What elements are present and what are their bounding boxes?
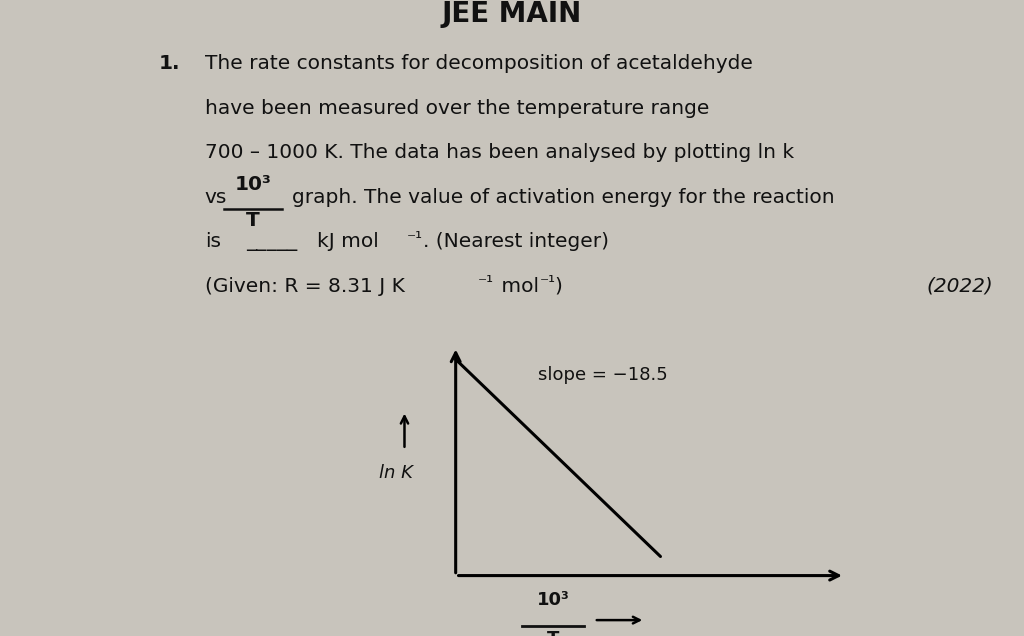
Text: ⁻¹: ⁻¹ (407, 230, 423, 247)
Text: 10³: 10³ (537, 591, 569, 609)
Text: ln K: ln K (379, 464, 413, 481)
Text: 700 – 1000 K. The data has been analysed by plotting ln k: 700 – 1000 K. The data has been analysed… (205, 143, 794, 162)
Text: 1.: 1. (159, 54, 180, 73)
Text: 10³: 10³ (234, 175, 271, 194)
Text: mol: mol (495, 277, 539, 296)
Text: ): ) (554, 277, 562, 296)
Text: is: is (205, 232, 221, 251)
Text: The rate constants for decomposition of acetaldehyde: The rate constants for decomposition of … (205, 54, 753, 73)
Text: kJ mol: kJ mol (317, 232, 379, 251)
Text: T: T (246, 211, 260, 230)
Text: have been measured over the temperature range: have been measured over the temperature … (205, 99, 710, 118)
Text: ⁻¹: ⁻¹ (478, 274, 495, 292)
Text: graph. The value of activation energy for the reaction: graph. The value of activation energy fo… (292, 188, 835, 207)
Text: JEE MAIN: JEE MAIN (442, 0, 582, 28)
Text: . (Nearest integer): . (Nearest integer) (423, 232, 609, 251)
Text: _____: _____ (246, 232, 297, 251)
Text: ⁻¹: ⁻¹ (540, 274, 556, 292)
Text: slope = −18.5: slope = −18.5 (538, 366, 668, 384)
Text: (Given: R = 8.31 J K: (Given: R = 8.31 J K (205, 277, 404, 296)
Text: vs: vs (205, 188, 227, 207)
Text: T: T (547, 630, 559, 636)
Text: (2022): (2022) (927, 277, 993, 296)
